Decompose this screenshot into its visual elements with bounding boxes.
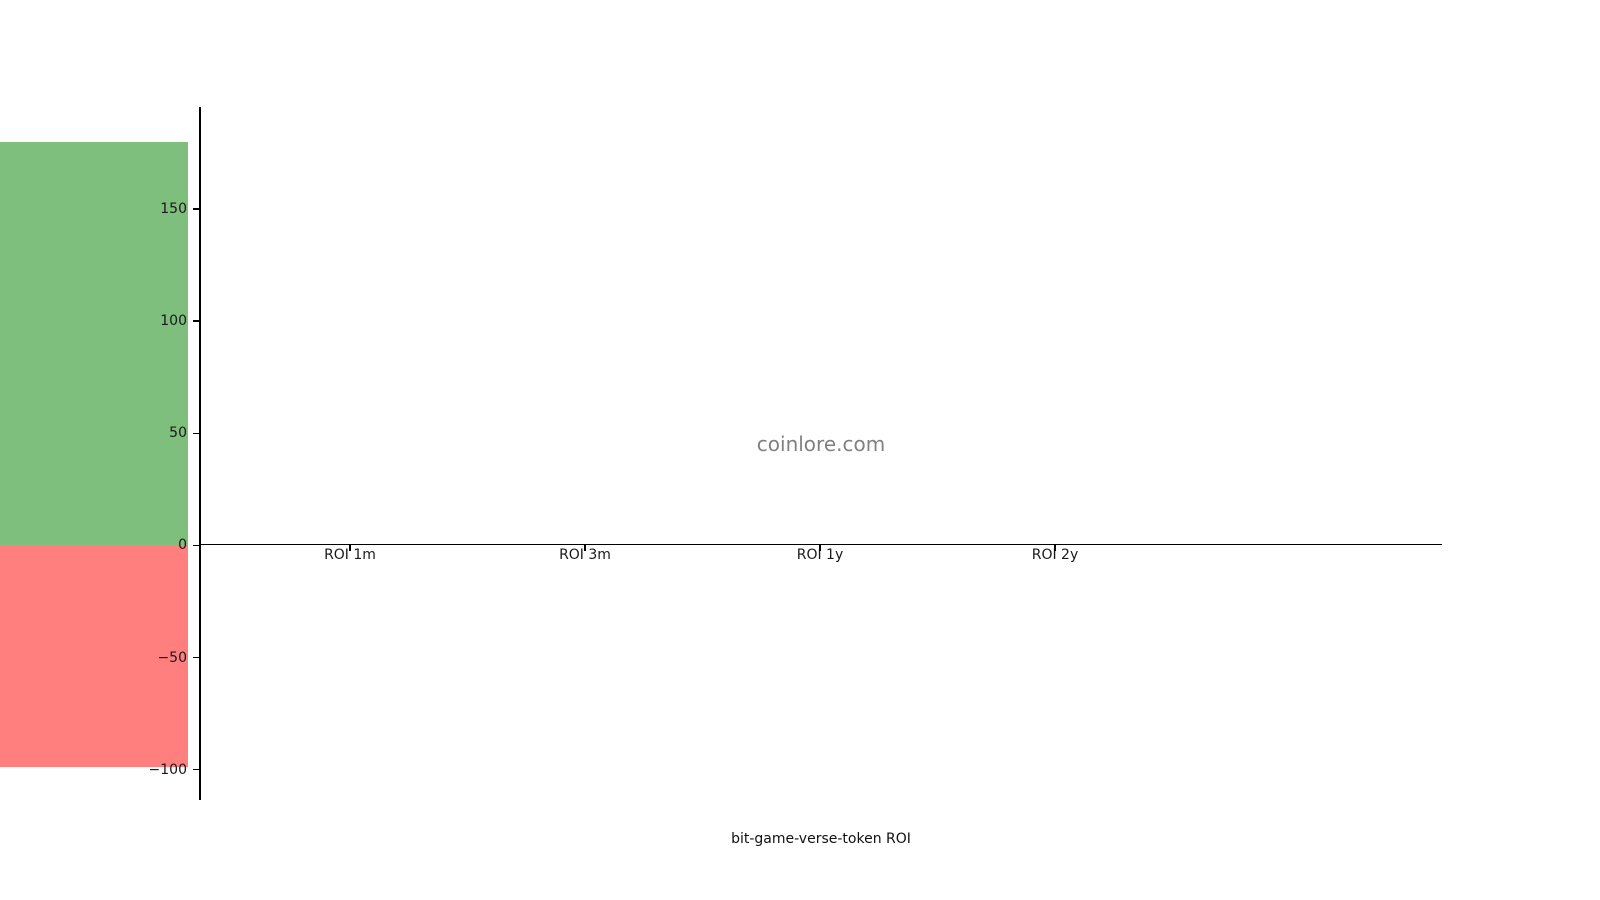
x-tick-label-roi-1y: ROI 1y: [796, 547, 844, 564]
y-tick-mark: [193, 208, 200, 210]
x-tick-mark: [1054, 545, 1056, 552]
chart-title: bit-game-verse-token ROI: [731, 831, 911, 847]
x-tick-label-roi-2y: ROI 2y: [1031, 547, 1079, 564]
y-tick-label: 150: [160, 200, 187, 217]
x-tick-mark: [584, 545, 586, 552]
x-tick-label-roi-1m: ROI 1m: [324, 547, 376, 564]
x-tick-mark: [819, 545, 821, 552]
y-tick-label: 100: [160, 313, 187, 330]
y-tick-label: −50: [157, 649, 187, 666]
y-tick-mark: [193, 544, 200, 547]
y-tick-mark: [193, 432, 200, 434]
bar-roi-2y: [0, 141, 188, 546]
x-axis-spine: [199, 543, 1442, 546]
watermark-text: coinlore.com: [756, 432, 886, 456]
x-tick-label-roi-3m: ROI 3m: [559, 547, 611, 564]
y-tick-mark: [193, 769, 200, 771]
y-tick-mark: [193, 656, 200, 659]
y-tick-label: 0: [178, 537, 187, 554]
y-axis-spine: [199, 107, 201, 800]
x-tick-mark: [349, 545, 351, 552]
bar-roi-4: [0, 545, 188, 768]
y-tick-label: −100: [148, 761, 187, 778]
y-tick-label: 50: [169, 425, 187, 442]
y-tick-mark: [193, 320, 200, 322]
